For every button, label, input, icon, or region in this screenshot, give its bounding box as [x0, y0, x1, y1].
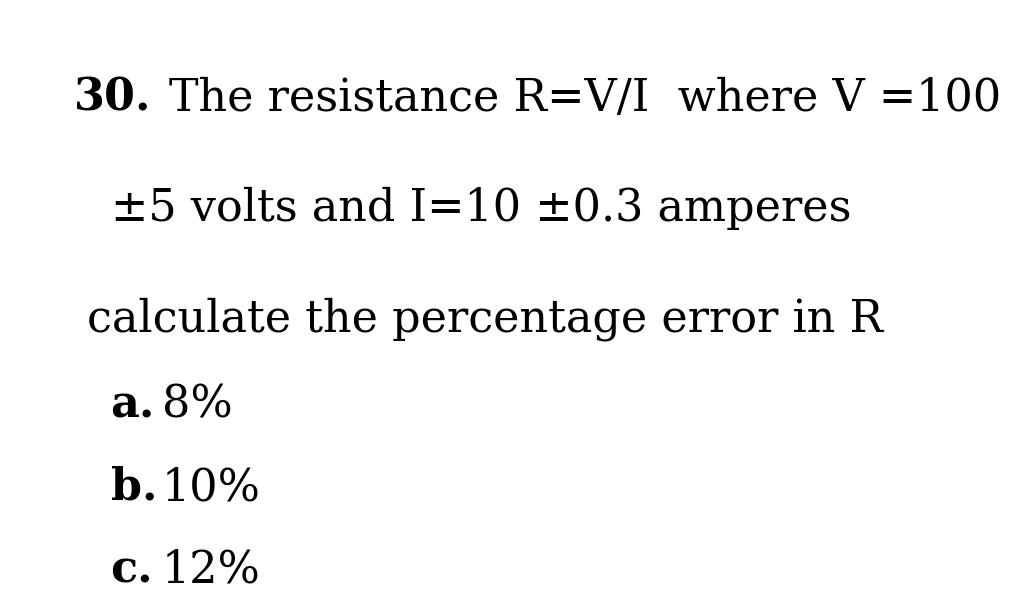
Text: calculate the percentage error in R: calculate the percentage error in R: [87, 297, 883, 341]
Text: a.: a.: [111, 383, 155, 426]
Text: 8%: 8%: [162, 383, 232, 426]
Text: c.: c.: [111, 549, 154, 592]
Text: 12%: 12%: [162, 549, 261, 592]
Text: 10%: 10%: [162, 466, 261, 509]
Text: b.: b.: [111, 466, 157, 509]
Text: 30.: 30.: [74, 77, 152, 120]
Text: ±5 volts and I=10 ±0.3 amperes: ±5 volts and I=10 ±0.3 amperes: [111, 187, 851, 230]
Text: The resistance R=V/I  where V =100: The resistance R=V/I where V =100: [169, 77, 1001, 120]
